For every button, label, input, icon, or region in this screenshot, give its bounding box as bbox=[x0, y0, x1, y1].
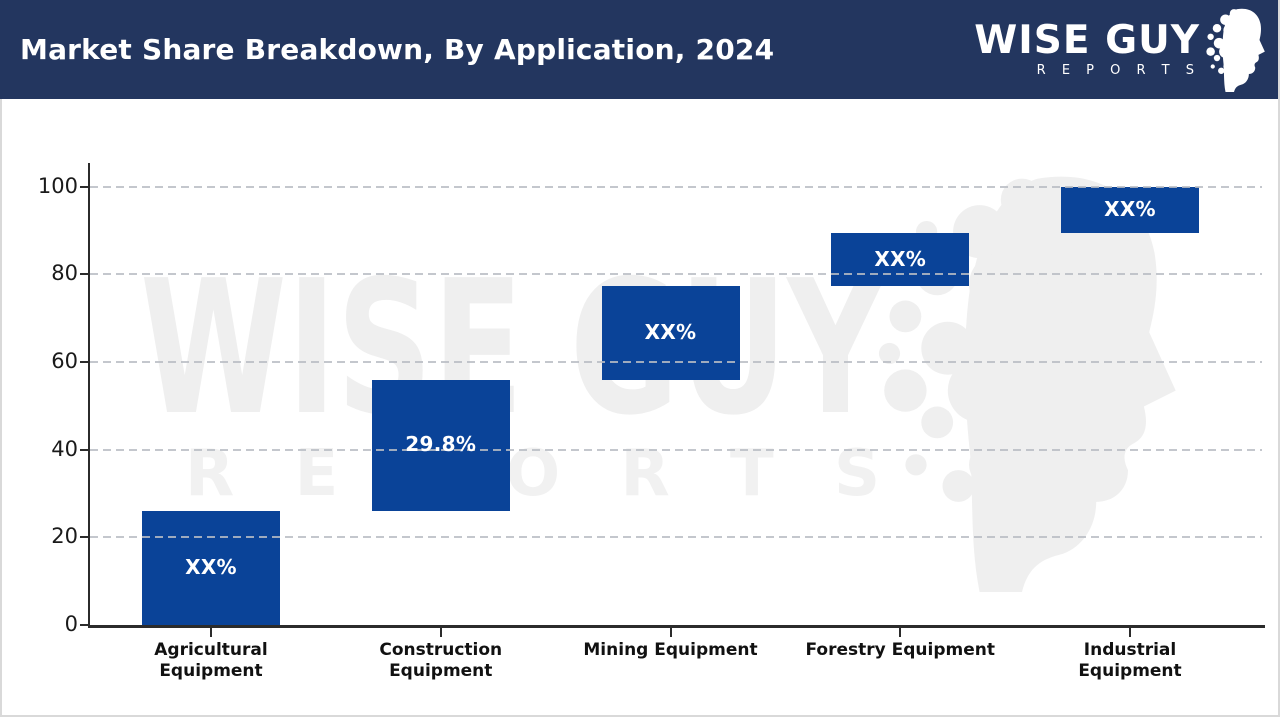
x-category-label-industrial-equipment: Industrial Equipment bbox=[1020, 640, 1240, 681]
x-category-label-construction-equipment: Construction Equipment bbox=[331, 640, 551, 681]
header-bar: Market Share Breakdown, By Application, … bbox=[0, 0, 1280, 99]
x-category-label-agricultural-equipment: Agricultural Equipment bbox=[101, 640, 321, 681]
gridline-80 bbox=[90, 273, 1262, 276]
y-tick-label-100: 100 bbox=[37, 173, 78, 198]
x-axis-line bbox=[88, 625, 1265, 628]
logo-subtext: R E P O R T S bbox=[1036, 63, 1200, 78]
y-tick-label-0: 0 bbox=[64, 612, 78, 636]
chart-title: Market Share Breakdown, By Application, … bbox=[20, 33, 775, 66]
category-label-line: Equipment bbox=[1078, 660, 1182, 681]
y-tick-mark-20 bbox=[80, 536, 88, 539]
y-tick-label-80: 80 bbox=[51, 261, 78, 286]
y-tick-label-60: 60 bbox=[51, 348, 78, 373]
left-border bbox=[0, 99, 2, 717]
bottom-border bbox=[0, 715, 1280, 717]
gridline-20 bbox=[90, 536, 1262, 539]
x-tick-mark-agricultural-equipment bbox=[210, 628, 212, 637]
x-category-label-mining-equipment: Mining Equipment bbox=[561, 640, 781, 661]
gridline-100 bbox=[90, 185, 1262, 188]
gridline-60 bbox=[90, 360, 1262, 363]
bar-value-label-construction-equipment: 29.8% bbox=[405, 432, 477, 457]
bar-forestry-equipment bbox=[831, 233, 970, 287]
bar-value-label-industrial-equipment: XX% bbox=[1104, 196, 1156, 221]
watermark-text: WISE GUY bbox=[140, 240, 884, 456]
bar-value-label-forestry-equipment: XX% bbox=[874, 246, 927, 271]
logo-name: WISE GUY bbox=[974, 18, 1200, 63]
category-label-line: Forestry Equipment bbox=[805, 640, 996, 660]
x-tick-mark-forestry-equipment bbox=[899, 628, 902, 637]
category-label-line: Industrial bbox=[1083, 640, 1177, 660]
y-tick-mark-100 bbox=[80, 185, 88, 188]
bar-mining-equipment bbox=[601, 286, 740, 380]
category-label-line: Equipment bbox=[159, 660, 263, 681]
category-label-line: Construction bbox=[379, 640, 503, 660]
x-tick-mark-industrial-equipment bbox=[1129, 628, 1131, 637]
x-category-label-forestry-equipment: Forestry Equipment bbox=[790, 640, 1010, 661]
y-tick-mark-40 bbox=[80, 448, 88, 451]
watermark-face-icon bbox=[878, 176, 1176, 592]
category-label-line: Equipment bbox=[389, 660, 493, 681]
logo-text: WISE GUY R E P O R T S bbox=[974, 21, 1200, 78]
x-tick-mark-construction-equipment bbox=[439, 628, 442, 637]
y-tick-mark-60 bbox=[80, 360, 88, 363]
bar-industrial-equipment bbox=[1061, 186, 1199, 234]
logo-face-icon bbox=[1206, 8, 1265, 92]
y-tick-mark-80 bbox=[80, 273, 88, 276]
category-label-line: Mining Equipment bbox=[583, 640, 758, 660]
bar-value-label-mining-equipment: XX% bbox=[644, 319, 697, 344]
wiseguy-logo: WISE GUY R E P O R T S bbox=[974, 7, 1280, 92]
category-label-line: Agricultural bbox=[154, 640, 268, 660]
right-border bbox=[1278, 0, 1280, 717]
bar-agricultural-equipment bbox=[142, 510, 280, 625]
bar-construction-equipment bbox=[371, 379, 510, 511]
y-tick-label-40: 40 bbox=[51, 436, 78, 461]
y-tick-mark-0 bbox=[80, 624, 88, 626]
y-axis-line bbox=[88, 163, 90, 628]
bar-value-label-agricultural-equipment: XX% bbox=[185, 554, 237, 579]
gridline-40 bbox=[90, 448, 1262, 451]
watermark-subtext: R E P O R T S bbox=[185, 437, 900, 511]
x-tick-mark-mining-equipment bbox=[669, 628, 672, 637]
y-tick-label-20: 20 bbox=[51, 524, 78, 549]
